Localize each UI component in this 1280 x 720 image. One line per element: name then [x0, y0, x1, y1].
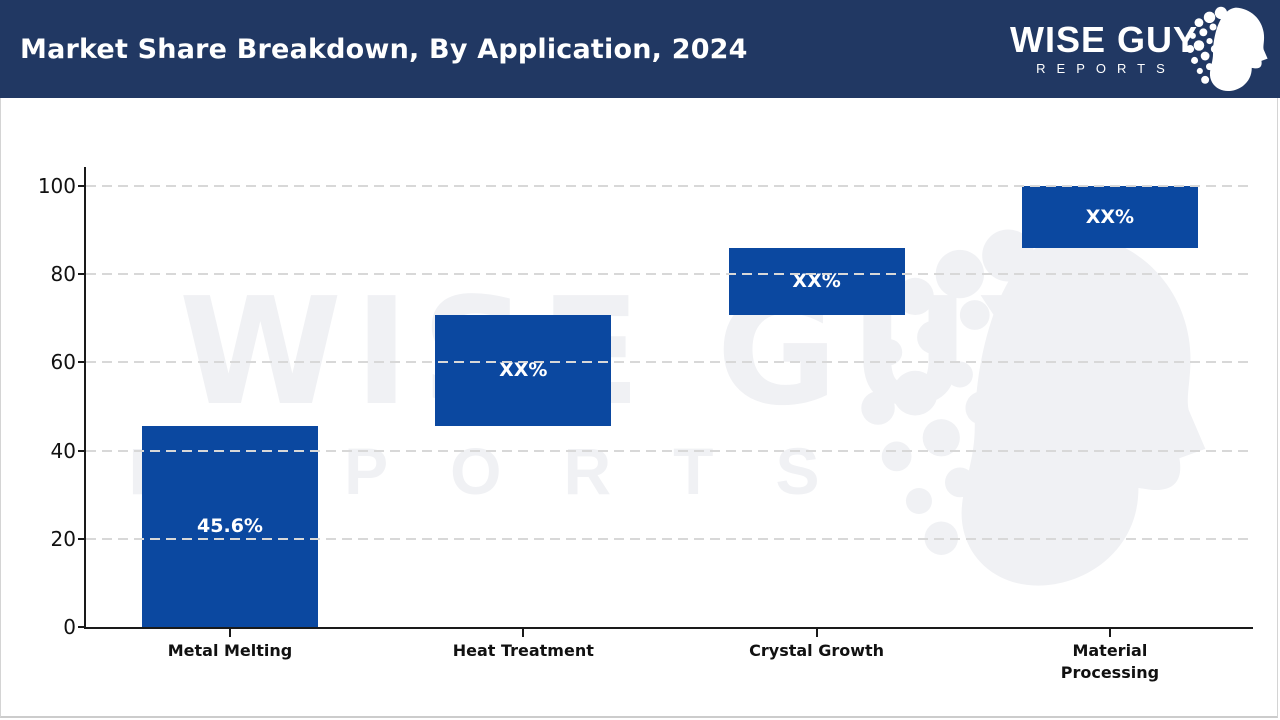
x-tick-label: Heat Treatment — [452, 641, 594, 660]
y-axis-spine — [84, 167, 86, 629]
y-tick-mark — [78, 273, 86, 276]
y-tick-label: 100 — [37, 174, 76, 198]
bar-metal-melting: 45.6% — [142, 425, 318, 627]
bar-value-label: XX% — [792, 270, 841, 293]
y-tick-mark — [78, 537, 86, 540]
wise-guy-logo: WISE GUY REPORTS — [1010, 0, 1272, 98]
page-title: Market Share Breakdown, By Application, … — [20, 33, 748, 65]
logo-text: WISE GUY REPORTS — [1009, 19, 1198, 77]
logo-subtitle: REPORTS — [1036, 61, 1176, 76]
bar-heat-treatment: XX% — [435, 314, 612, 426]
y-tick-mark — [78, 449, 86, 452]
gridline — [86, 273, 1253, 276]
y-tick-label: 40 — [50, 438, 76, 463]
gridline — [86, 185, 1253, 187]
x-tick-mark — [522, 629, 525, 637]
bar-crystal-growth: XX% — [728, 248, 905, 315]
header-bar: Market Share Breakdown, By Application, … — [0, 0, 1280, 98]
logo-wordmark: WISE GUY — [1009, 19, 1198, 60]
y-tick-label: 80 — [50, 262, 76, 287]
y-tick-mark — [78, 361, 86, 364]
bar-value-label: XX% — [1085, 206, 1135, 229]
logo-head-icon — [1186, 6, 1268, 92]
x-tick-label: Material Processing — [1060, 641, 1160, 682]
y-tick-label: 20 — [50, 526, 76, 551]
x-tick-label: Metal Melting — [167, 641, 293, 660]
gridline — [86, 361, 1253, 364]
x-axis-spine — [84, 627, 1253, 629]
bar-value-label: XX% — [499, 359, 548, 382]
x-tick-mark — [815, 629, 818, 637]
gridline — [86, 537, 1253, 540]
bar-material-processing: XX% — [1021, 186, 1198, 249]
x-tick-mark — [1108, 629, 1111, 637]
y-tick-label: 0 — [63, 615, 76, 639]
gridline — [86, 449, 1253, 452]
watermark-head-icon — [861, 229, 1206, 586]
x-tick-mark — [229, 629, 231, 637]
y-tick-label: 60 — [50, 350, 76, 375]
x-tick-label: Crystal Growth — [749, 641, 885, 660]
y-tick-mark — [78, 185, 86, 187]
bar-value-label: 45.6% — [197, 515, 263, 538]
y-tick-mark — [78, 626, 86, 628]
